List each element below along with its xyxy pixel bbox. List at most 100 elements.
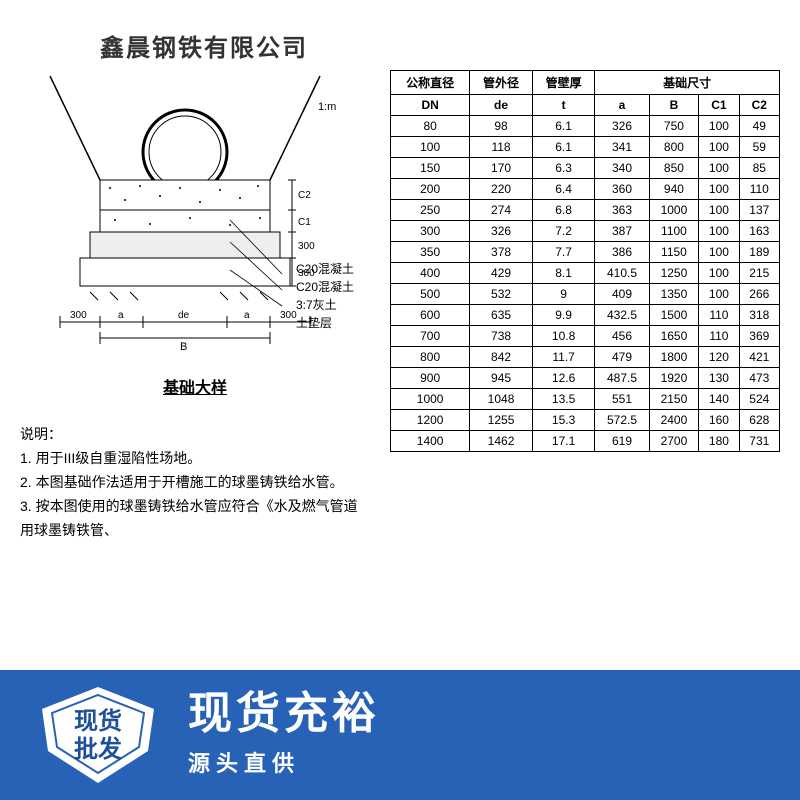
table-cell: 9.9 [532,305,595,326]
table-cell: 85 [739,158,779,179]
table-cell: 409 [595,284,649,305]
table-cell: 2150 [649,389,699,410]
layer-label: 土垫层 [296,314,354,332]
table-cell: 1920 [649,368,699,389]
table-cell: 500 [391,284,470,305]
foundation-diagram: 1:m [20,70,350,370]
table-cell: 572.5 [595,410,649,431]
table-cell: 600 [391,305,470,326]
svg-text:a: a [244,310,250,321]
col-header: C1 [699,95,739,116]
table-cell: 738 [470,326,533,347]
table-cell: 7.7 [532,242,595,263]
table-cell: 6.1 [532,137,595,158]
table-cell: 100 [699,179,739,200]
table-row: 1200125515.3572.52400160628 [391,410,780,431]
left-column: 1:m [20,70,370,542]
table-cell: 59 [739,137,779,158]
table-cell: 100 [699,242,739,263]
table-cell: 551 [595,389,649,410]
table-cell: 1350 [649,284,699,305]
notes-header: 说明： [20,422,370,446]
svg-text:a: a [118,310,124,321]
table-cell: 80 [391,116,470,137]
table-cell: 800 [391,347,470,368]
table-cell: 118 [470,137,533,158]
table-cell: 1255 [470,410,533,431]
table-cell: 215 [739,263,779,284]
table-cell: 400 [391,263,470,284]
banner-sub: 源头直供 [188,746,380,778]
table-cell: 1500 [649,305,699,326]
table-cell: 1462 [470,431,533,452]
layer-label: C20混凝土 [296,260,354,278]
col-group: 管外径 [470,71,533,95]
table-cell: 326 [595,116,649,137]
note-item: 1. 用于III级自重湿陷性场地。 [20,446,370,470]
notes: 说明： 1. 用于III级自重湿陷性场地。 2. 本图基础作法适用于开槽施工的球… [20,422,370,542]
table-cell: 378 [470,242,533,263]
table-cell: 220 [470,179,533,200]
table-row: 50053294091350100266 [391,284,780,305]
table-cell: 12.6 [532,368,595,389]
table-row: 2502746.83631000100137 [391,200,780,221]
col-header: a [595,95,649,116]
table-cell: 479 [595,347,649,368]
svg-text:de: de [178,310,190,321]
table-cell: 189 [739,242,779,263]
banner-heading: 现货充裕 [188,692,380,736]
table-cell: 628 [739,410,779,431]
spec-table: 公称直径管外径管壁厚基础尺寸DNdetaBC1C2 80986.13267501… [390,70,780,452]
table-row: 90094512.6487.51920130473 [391,368,780,389]
table-cell: 6.8 [532,200,595,221]
table-cell: 250 [391,200,470,221]
table-cell: 363 [595,200,649,221]
table-cell: 200 [391,179,470,200]
table-row: 70073810.84561650110369 [391,326,780,347]
col-header: t [532,95,595,116]
table-cell: 1048 [470,389,533,410]
note-item: 3. 按本图使用的球墨铸铁给水管应符合《水及燃气管道用球墨铸铁管、 [20,494,370,542]
badge-line1: 现货 [74,707,122,735]
note-item: 2. 本图基础作法适用于开槽施工的球墨铸铁给水管。 [20,470,370,494]
table-row: 公称直径管外径管壁厚基础尺寸 [391,71,780,95]
svg-text:300: 300 [280,310,297,321]
table-cell: 731 [739,431,779,452]
table-cell: 100 [699,116,739,137]
table-cell: 1650 [649,326,699,347]
table-cell: 7.2 [532,221,595,242]
content: 1:m [20,70,780,542]
table-cell: 487.5 [595,368,649,389]
table-cell: 326 [470,221,533,242]
table-cell: 150 [391,158,470,179]
table-cell: 100 [699,284,739,305]
table-cell: 2700 [649,431,699,452]
table-cell: 100 [699,137,739,158]
table-cell: 1200 [391,410,470,431]
table-row: 3003267.23871100100163 [391,221,780,242]
col-header: C2 [739,95,779,116]
svg-text:C1: C1 [298,217,311,228]
table-row: DNdetaBC1C2 [391,95,780,116]
svg-text:300: 300 [298,241,315,252]
col-header: de [470,95,533,116]
table-cell: 49 [739,116,779,137]
table-cell: 900 [391,368,470,389]
table-cell: 1100 [649,221,699,242]
table-cell: 274 [470,200,533,221]
banner-texts: 现货充裕 源头直供 [188,692,380,778]
table-cell: 1800 [649,347,699,368]
table-cell: 360 [595,179,649,200]
promo-banner: 现货 批发 现货充裕 源头直供 [0,670,800,800]
table-cell: 137 [739,200,779,221]
slope-label: 1:m [318,101,336,113]
diagram-title: 基础大样 [20,374,370,398]
col-group: 基础尺寸 [595,71,780,95]
table-cell: 130 [699,368,739,389]
table-row: 80986.132675010049 [391,116,780,137]
table-cell: 850 [649,158,699,179]
table-cell: 300 [391,221,470,242]
table-cell: 635 [470,305,533,326]
table-cell: 387 [595,221,649,242]
table-cell: 13.5 [532,389,595,410]
